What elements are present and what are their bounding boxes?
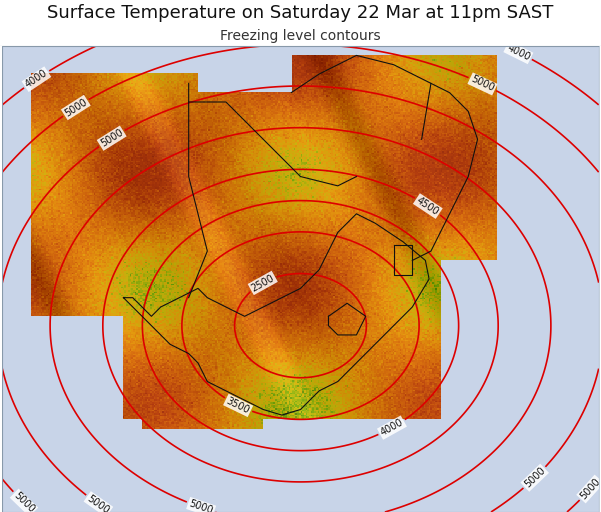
Text: 5000: 5000 bbox=[578, 477, 601, 501]
Text: 4000: 4000 bbox=[23, 68, 49, 90]
Text: 5000: 5000 bbox=[11, 490, 36, 512]
Text: 4000: 4000 bbox=[379, 417, 405, 438]
Text: Surface Temperature on Saturday 22 Mar at 11pm SAST: Surface Temperature on Saturday 22 Mar a… bbox=[47, 4, 554, 22]
Text: 4000: 4000 bbox=[505, 42, 531, 62]
Text: 5000: 5000 bbox=[63, 97, 89, 118]
Text: 5000: 5000 bbox=[188, 499, 215, 512]
Text: 5000: 5000 bbox=[85, 493, 111, 512]
Text: 3500: 3500 bbox=[225, 395, 251, 415]
Text: 4500: 4500 bbox=[415, 195, 441, 217]
Text: 2500: 2500 bbox=[249, 272, 276, 293]
Text: 5000: 5000 bbox=[522, 465, 547, 490]
Text: Freezing level contours: Freezing level contours bbox=[220, 29, 381, 43]
Text: 5000: 5000 bbox=[99, 127, 125, 149]
Text: 5000: 5000 bbox=[469, 74, 496, 94]
